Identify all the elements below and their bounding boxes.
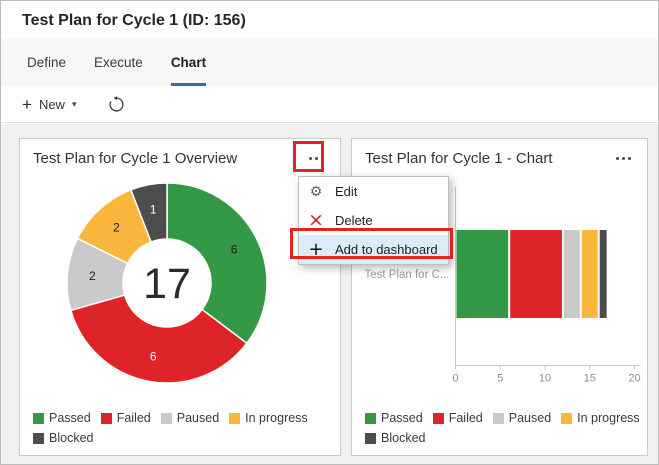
legend-swatch (432, 412, 444, 424)
legend-label: In progress (577, 411, 640, 425)
legend-label: In progress (245, 411, 308, 425)
menu-item-edit[interactable]: ⚙ Edit (299, 177, 448, 206)
menu-item-label: Delete (335, 213, 373, 228)
legend-item-paused: Paused (492, 411, 552, 425)
svg-text:0: 0 (452, 373, 458, 385)
tab-bar: Define Execute Chart (1, 39, 658, 86)
menu-item-label: Edit (335, 184, 358, 199)
legend-swatch (365, 412, 376, 424)
legend-label: Blocked (381, 431, 426, 445)
new-button-label: New (38, 96, 65, 112)
legend-swatch (33, 412, 44, 424)
toolbar: + New ▾ (1, 86, 658, 123)
legend-swatch (33, 432, 44, 444)
overview-card-title: Test Plan for Cycle 1 Overview (33, 150, 238, 167)
legend-item-failed: Failed (432, 411, 483, 425)
bar-ellipsis-button[interactable] (612, 151, 635, 166)
tab-chart[interactable]: Chart (170, 39, 207, 86)
chart-context-menu: ⚙ Edit × Delete + Add to dashboard (298, 176, 449, 265)
legend-item-failed: Failed (100, 411, 151, 425)
svg-text:Test Plan for C...: Test Plan for C... (364, 269, 449, 281)
tab-execute[interactable]: Execute (94, 55, 143, 70)
plus-icon: + (22, 94, 32, 114)
refresh-icon (110, 95, 125, 112)
bar-card-header: Test Plan for Cycle 1 - Chart (352, 139, 647, 167)
bar-legend: Passed Failed Paused In progress Blocked (365, 411, 643, 445)
legend-item-passed: Passed (365, 411, 423, 425)
svg-text:1: 1 (150, 202, 157, 216)
svg-text:20: 20 (628, 373, 640, 385)
overview-card-header: Test Plan for Cycle 1 Overview (20, 139, 340, 167)
legend-item-paused: Paused (160, 411, 220, 425)
legend-item-passed: Passed (33, 411, 91, 425)
legend-label: Passed (381, 411, 423, 425)
svg-text:15: 15 (584, 373, 596, 385)
overview-chart-card: Test Plan for Cycle 1 Overview 6 6 2 2 1 17 P… (19, 138, 341, 456)
delete-icon: × (308, 209, 324, 231)
legend-swatch (229, 412, 241, 424)
plus-icon: + (308, 238, 324, 260)
legend-swatch (561, 412, 573, 424)
svg-text:2: 2 (113, 221, 120, 235)
stacked-bar-chart: 0 5 10 15 20 Test Plan for C... (364, 187, 641, 385)
svg-text:10: 10 (539, 373, 551, 385)
gear-icon: ⚙ (309, 183, 323, 200)
overview-legend: Passed Failed Paused In progress Blocked (33, 411, 336, 445)
svg-text:2: 2 (89, 269, 96, 283)
legend-label: Passed (49, 411, 91, 425)
svg-text:17: 17 (143, 260, 191, 308)
legend-swatch (492, 412, 504, 424)
new-button[interactable]: + New ▾ (22, 96, 76, 113)
legend-item-blocked: Blocked (365, 431, 425, 445)
svg-text:6: 6 (150, 350, 157, 364)
legend-swatch (160, 412, 172, 424)
page-title: Test Plan for Cycle 1 (ID: 156) (22, 12, 246, 29)
donut-chart: 6 6 2 2 1 17 (66, 182, 268, 384)
menu-item-add-to-dashboard[interactable]: + Add to dashboard (299, 235, 448, 264)
charts-area: Test Plan for Cycle 1 Overview 6 6 2 2 1 17 P… (1, 124, 658, 464)
bar-card-title: Test Plan for Cycle 1 - Chart (365, 150, 553, 167)
legend-swatch (100, 412, 112, 424)
menu-item-delete[interactable]: × Delete (299, 206, 448, 235)
legend-label: Paused (176, 411, 220, 425)
legend-label: Failed (448, 411, 483, 425)
legend-item-blocked: Blocked (33, 431, 93, 445)
legend-label: Paused (508, 411, 552, 425)
legend-label: Blocked (49, 431, 94, 445)
bar-chart-card: Test Plan for Cycle 1 - Chart 0 5 10 15 20 Te… (351, 138, 648, 456)
legend-item-in-progress: In progress (561, 411, 640, 425)
refresh-button[interactable] (108, 95, 125, 113)
legend-label: Failed (116, 411, 151, 425)
overview-ellipsis-button[interactable] (305, 151, 328, 166)
legend-swatch (365, 432, 376, 444)
svg-text:6: 6 (231, 243, 238, 257)
page-header: Test Plan for Cycle 1 (ID: 156) (1, 1, 658, 39)
tab-define[interactable]: Define (27, 55, 67, 70)
chevron-down-icon: ▾ (71, 98, 77, 109)
legend-item-in-progress: In progress (229, 411, 308, 425)
svg-text:5: 5 (497, 373, 503, 385)
menu-item-label: Add to dashboard (335, 242, 438, 257)
